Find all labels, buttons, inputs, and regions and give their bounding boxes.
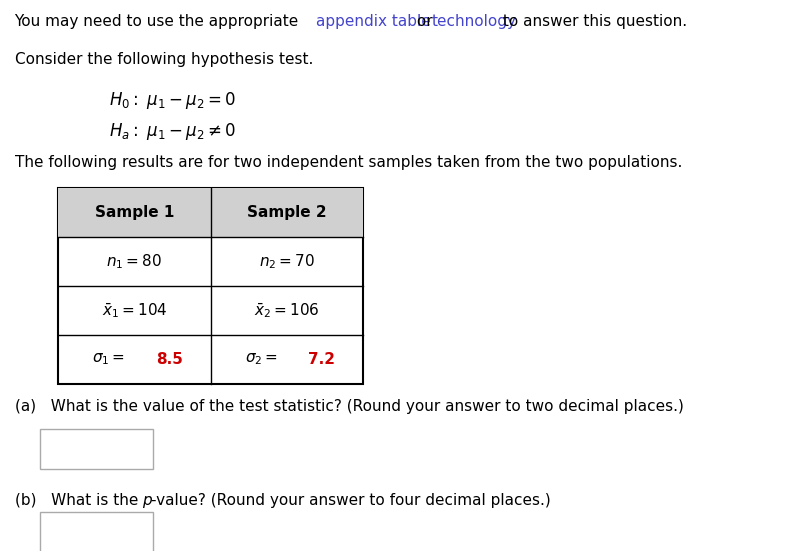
Text: Sample 1: Sample 1 [94,205,174,220]
Bar [58,188,363,237]
Text: Consider the following hypothesis test.: Consider the following hypothesis test. [14,52,313,67]
Text: $\sigma_1 = $: $\sigma_1 = $ [93,352,125,368]
Text: (a)   What is the value of the test statistic? (Round your answer to two decimal: (a) What is the value of the test statis… [14,399,684,414]
Text: appendix table: appendix table [316,14,431,29]
Text: technology: technology [431,14,516,29]
Text: (b)   What is the: (b) What is the [14,493,143,508]
Text: $\bar{x}_1 = 104$: $\bar{x}_1 = 104$ [102,301,167,320]
Text: You may need to use the appropriate: You may need to use the appropriate [14,14,304,29]
Text: -value? (Round your answer to four decimal places.): -value? (Round your answer to four decim… [151,493,551,508]
Text: $\sigma_2 = $: $\sigma_2 = $ [245,352,278,368]
Text: or: or [412,14,438,29]
Text: 8.5: 8.5 [155,352,182,367]
Text: p: p [143,493,152,508]
Text: 7.2: 7.2 [308,352,335,367]
Bar [40,512,152,551]
Text: $n_1 = 80$: $n_1 = 80$ [106,252,163,271]
Text: $\bar{x}_2 = 106$: $\bar{x}_2 = 106$ [254,301,320,320]
Text: $H_a{:}\ \mu_1 - \mu_2 \neq 0$: $H_a{:}\ \mu_1 - \mu_2 \neq 0$ [109,121,236,142]
Text: The following results are for two independent samples taken from the two populat: The following results are for two indepe… [14,155,682,170]
Text: Sample 2: Sample 2 [247,205,327,220]
Text: to answer this question.: to answer this question. [497,14,687,29]
Bar [40,429,152,469]
Text: $H_0{:}\ \mu_1 - \mu_2 = 0$: $H_0{:}\ \mu_1 - \mu_2 = 0$ [109,90,236,111]
Bar [58,188,363,384]
Text: $n_2 = 70$: $n_2 = 70$ [259,252,315,271]
